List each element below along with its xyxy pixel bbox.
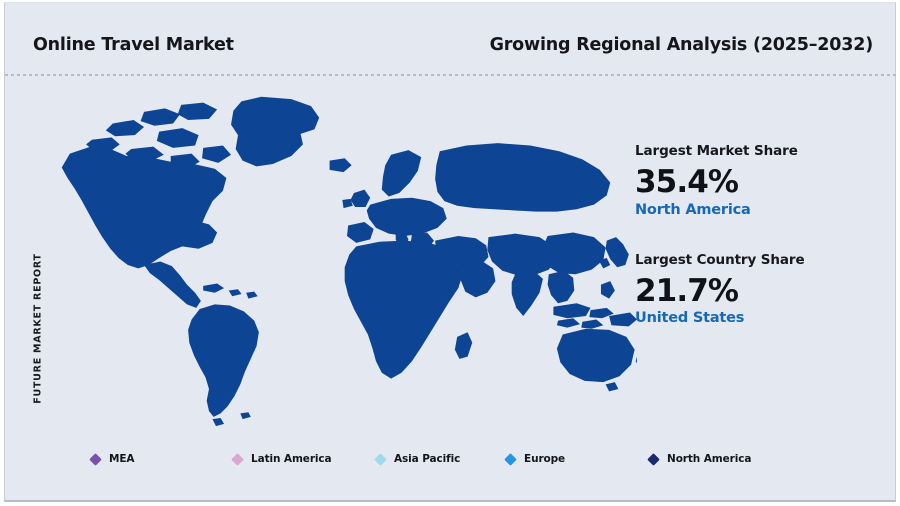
- legend-marker-icon: [374, 452, 387, 466]
- report-frame: Online Travel Market Growing Regional An…: [4, 2, 897, 502]
- legend-item-europe[interactable]: Europe: [504, 449, 566, 469]
- header: Online Travel Market Growing Regional An…: [5, 3, 897, 76]
- stat-label: Largest Market Share: [635, 143, 798, 159]
- legend-item-mea[interactable]: MEA: [89, 449, 135, 469]
- world-map-svg: [61, 96, 637, 427]
- stat-region: United States: [635, 310, 745, 327]
- legend-label: Europe: [524, 453, 566, 465]
- stats-panel: Largest Market Share 35.4% North America…: [635, 143, 885, 360]
- stat-block-country-share: Largest Country Share 21.7% United State…: [635, 252, 885, 327]
- legend-label: MEA: [109, 453, 135, 465]
- map-legend: MEA Latin America Asia Pacific Europe No…: [5, 449, 897, 473]
- stat-block-market-share: Largest Market Share 35.4% North America: [635, 143, 885, 218]
- map-landmasses: [61, 96, 637, 427]
- stat-region: North America: [635, 201, 751, 218]
- legend-marker-icon: [504, 452, 517, 466]
- legend-item-north-america[interactable]: North America: [647, 449, 752, 469]
- legend-marker-icon: [647, 452, 660, 466]
- legend-label: Latin America: [251, 453, 332, 465]
- legend-item-asia-pacific[interactable]: Asia Pacific: [374, 449, 461, 469]
- legend-label: Asia Pacific: [394, 453, 461, 465]
- header-divider: [5, 74, 897, 76]
- header-subtitle: Growing Regional Analysis (2025–2032): [489, 35, 874, 55]
- stat-label: Largest Country Share: [635, 251, 805, 268]
- vertical-brand-label: FUTURE MARKET REPORT: [32, 253, 44, 404]
- stat-value: 21.7%: [635, 272, 739, 309]
- stat-value: 35.4%: [635, 164, 739, 200]
- legend-item-latin-america[interactable]: Latin America: [231, 449, 332, 469]
- world-map: [57, 91, 637, 436]
- legend-marker-icon: [231, 452, 244, 466]
- page-title: Online Travel Market: [33, 35, 234, 55]
- legend-marker-icon: [89, 452, 102, 466]
- legend-label: North America: [667, 453, 752, 465]
